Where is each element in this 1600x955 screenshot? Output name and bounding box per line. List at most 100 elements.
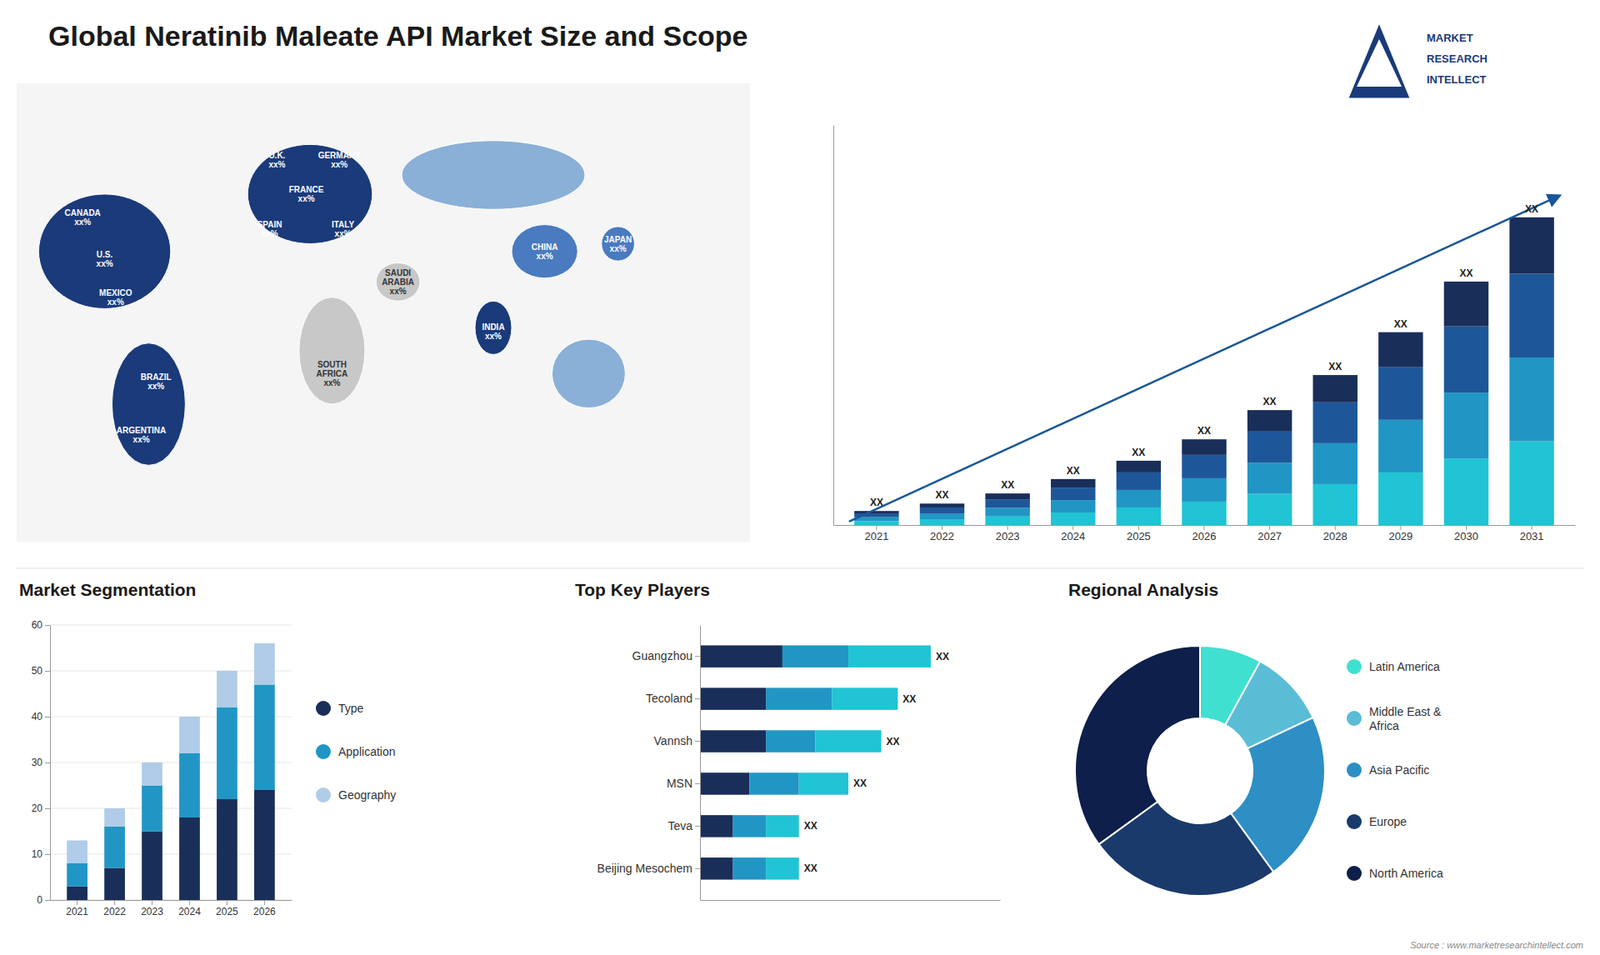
text-line: xx% xyxy=(323,378,340,388)
text-line: ARGENTINA xyxy=(116,425,166,435)
tick-mark xyxy=(1269,525,1270,530)
map-label: U.K.xx% xyxy=(268,150,285,170)
tick-label: Teva xyxy=(667,819,693,833)
tick-mark xyxy=(45,762,50,764)
bar xyxy=(854,517,899,522)
text-line: SAUDI xyxy=(385,268,411,278)
bar xyxy=(1313,402,1358,444)
legend-label: Type xyxy=(338,701,365,715)
map-label: INDIAxx% xyxy=(481,322,505,341)
tick-label: 40 xyxy=(31,710,44,723)
data-label: XX xyxy=(1525,203,1539,215)
axis-line xyxy=(700,900,1001,901)
tick: MSN xyxy=(666,776,700,790)
tick-mark xyxy=(1204,525,1205,530)
bar-series xyxy=(66,643,275,864)
map: CANADAxx%U.S.xx%MEXICOxx%BRAZILxx%ARGENT… xyxy=(16,83,750,542)
legend-label: North America xyxy=(1369,866,1444,880)
y-axis: 0102030405060 xyxy=(31,619,51,906)
tick: 2030 xyxy=(1454,525,1479,543)
text-line: FRANCE xyxy=(289,185,325,195)
tick: 2031 xyxy=(1520,525,1545,543)
tick: 2022 xyxy=(103,900,126,918)
tick-label: 2027 xyxy=(1257,530,1282,543)
bar xyxy=(749,772,799,795)
text-line: xx% xyxy=(147,381,165,391)
text-line: xx% xyxy=(536,251,554,261)
tick: 2026 xyxy=(1192,525,1217,543)
bar xyxy=(700,645,783,667)
title: Top Key Players xyxy=(575,580,710,600)
bar xyxy=(733,815,767,837)
tick-label: 2021 xyxy=(65,905,89,918)
tick-mark xyxy=(151,900,153,905)
tick-mark xyxy=(695,825,700,827)
map-label: CANADAxx% xyxy=(65,207,101,226)
text-line: xx% xyxy=(133,435,150,445)
data-label: XX xyxy=(804,820,818,832)
map-label: FRANCExx% xyxy=(289,185,325,204)
bar-series xyxy=(66,790,275,900)
data-label: XX xyxy=(1197,425,1211,437)
text-line: CANADA xyxy=(65,207,101,217)
tick-label: 2031 xyxy=(1520,530,1545,543)
logo-text: MARKET xyxy=(1426,31,1474,45)
map-label: ITALYxx% xyxy=(331,219,355,238)
bar xyxy=(1116,507,1161,525)
axis-line xyxy=(833,125,835,526)
tick-label: 20 xyxy=(31,802,44,815)
pie-chart: Latin AmericaMiddle East &AfricaAsia Pac… xyxy=(1075,645,1444,896)
text-line: SOUTH xyxy=(317,360,347,370)
legend-label: Asia Pacific xyxy=(1369,763,1430,777)
data-label: XX xyxy=(1328,360,1342,373)
map-label: SAUDIARABIAxx% xyxy=(381,268,415,296)
bar xyxy=(1247,494,1292,525)
tick-mark xyxy=(45,716,50,718)
tick-mark xyxy=(1007,525,1009,530)
bar xyxy=(254,790,275,900)
region-shape xyxy=(299,297,365,405)
tick: 40 xyxy=(31,710,50,723)
bar xyxy=(1313,375,1358,403)
text-line: xx% xyxy=(610,244,627,254)
bar-series xyxy=(700,645,783,880)
bar xyxy=(1181,455,1226,479)
bar xyxy=(700,687,766,710)
bar xyxy=(985,516,1030,525)
tick-label: 2026 xyxy=(1192,530,1217,543)
bar xyxy=(765,687,832,710)
text-line: INDIA xyxy=(481,322,505,332)
bar xyxy=(254,685,275,791)
legend-swatch xyxy=(315,787,331,803)
tick: 2024 xyxy=(1060,525,1085,543)
text-line: xx% xyxy=(330,160,348,170)
data-label: XX xyxy=(1000,479,1015,491)
bar xyxy=(141,785,163,832)
region-shape xyxy=(375,262,420,301)
bar-series xyxy=(765,645,931,880)
bar-chart: 2021202220232024202520260102030405060Typ… xyxy=(31,619,397,917)
bar xyxy=(104,808,125,827)
bar xyxy=(733,857,767,880)
text-line: xx% xyxy=(74,216,91,226)
bar xyxy=(700,815,734,837)
tick: Tecoland xyxy=(645,691,700,705)
logo-cutout xyxy=(1356,39,1402,87)
bar xyxy=(765,730,815,752)
bar xyxy=(216,707,238,800)
bar xyxy=(799,772,849,795)
text-line: JAPAN xyxy=(604,235,632,245)
text-line: CHINA xyxy=(531,242,559,252)
tick-label: 50 xyxy=(31,665,44,677)
tick: 20 xyxy=(31,802,50,815)
bar xyxy=(1509,441,1554,525)
bar xyxy=(920,519,965,525)
tick: 2026 xyxy=(253,900,276,918)
bar xyxy=(1444,326,1489,393)
tick-mark xyxy=(114,900,115,905)
tick-mark xyxy=(941,525,943,530)
tick: 2029 xyxy=(1388,525,1413,543)
bar xyxy=(104,826,125,869)
map-label: JAPANxx% xyxy=(604,235,632,254)
x-axis xyxy=(700,900,1001,901)
